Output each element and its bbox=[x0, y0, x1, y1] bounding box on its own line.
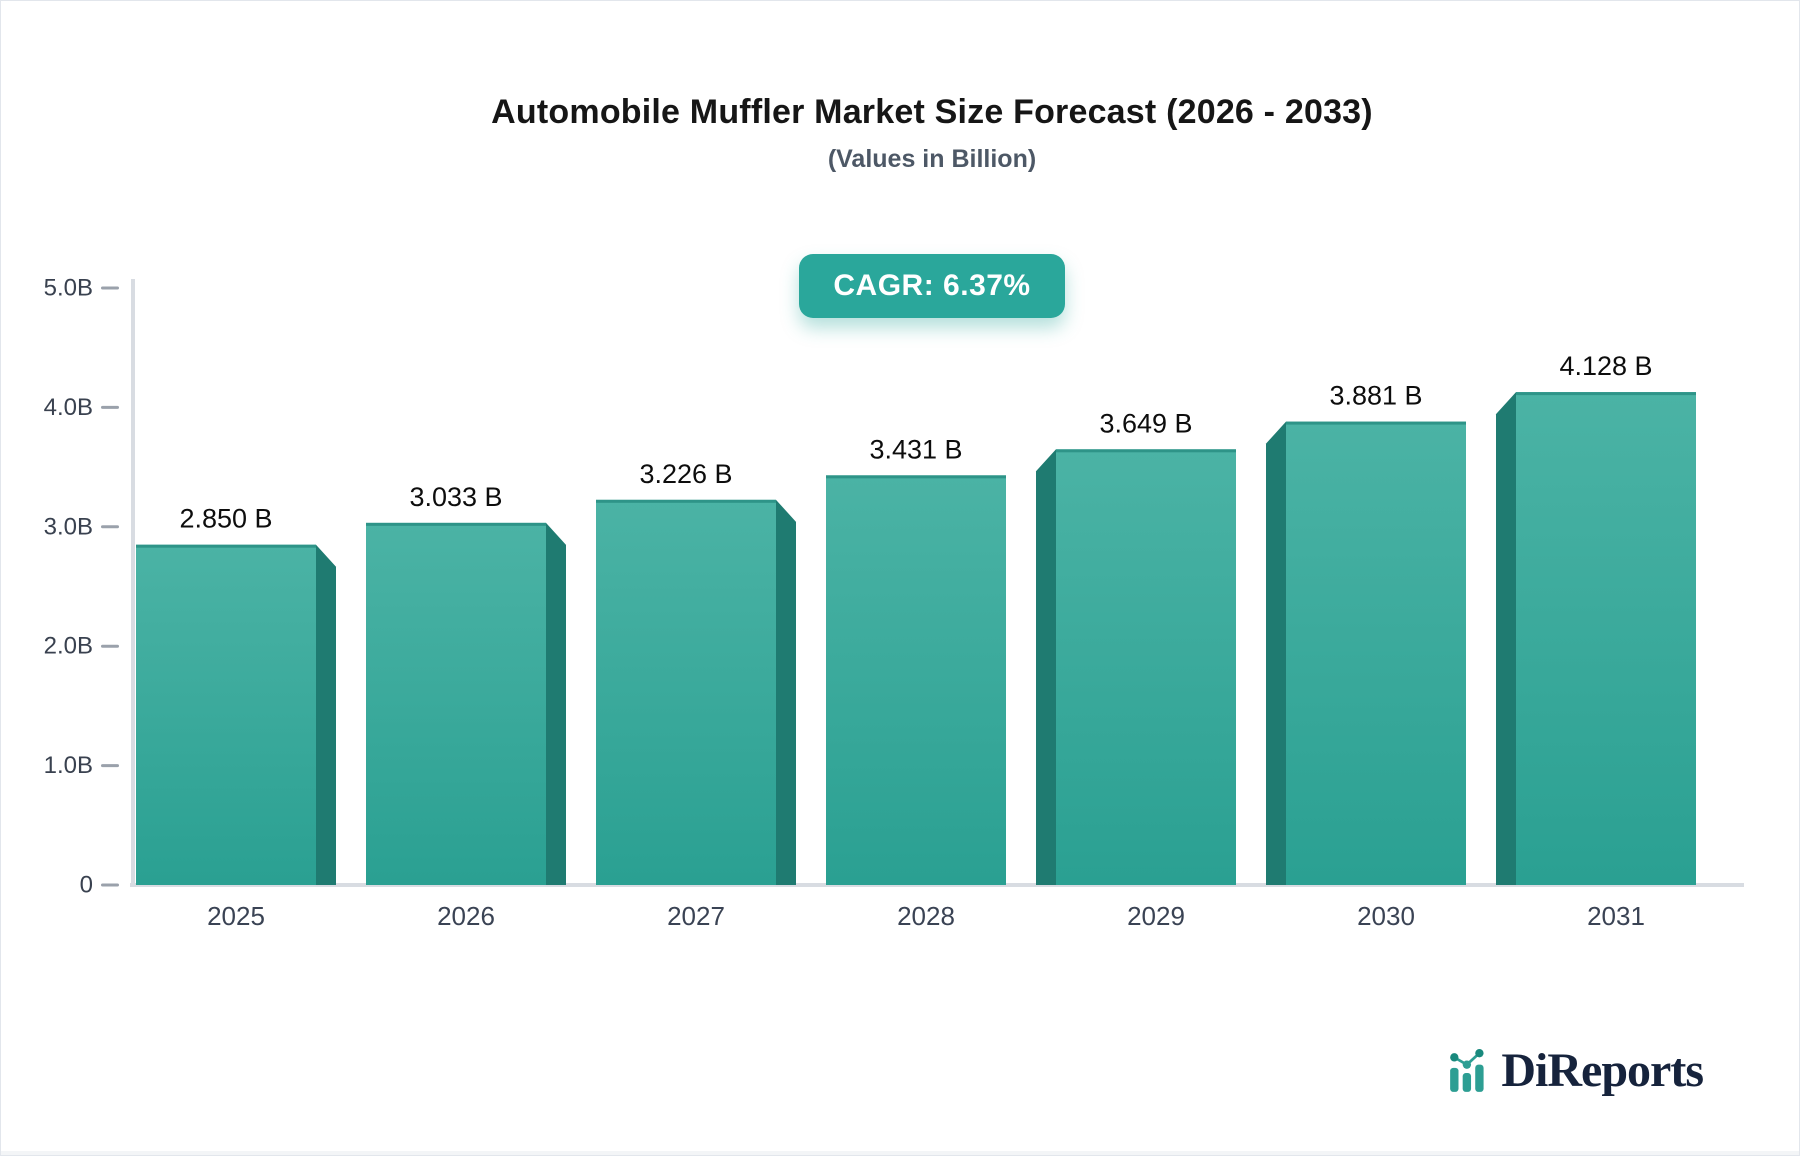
bar-side-face bbox=[1266, 421, 1286, 885]
x-axis-label: 2027 bbox=[667, 901, 725, 931]
y-tick-label: 0 bbox=[80, 872, 93, 899]
y-tick-mark bbox=[101, 525, 119, 529]
bar-front-face bbox=[1286, 421, 1466, 885]
chart-title: Automobile Muffler Market Size Forecast … bbox=[491, 93, 1373, 131]
cagr-badge: CAGR: 6.37% bbox=[799, 254, 1065, 318]
bar-top-edge bbox=[136, 544, 316, 548]
bar-top-edge bbox=[826, 475, 1006, 479]
bar-top-edge bbox=[596, 499, 776, 503]
y-tick-mark bbox=[101, 644, 119, 648]
bar-front-face bbox=[826, 475, 1006, 885]
bar-top-edge bbox=[1056, 449, 1236, 453]
bar-front-face bbox=[366, 522, 546, 885]
bar-value-label: 4.128 B bbox=[1559, 351, 1652, 381]
cagr-badge-wrap: CAGR: 6.37% bbox=[121, 254, 1743, 318]
x-axis-label: 2029 bbox=[1127, 901, 1185, 931]
y-tick-mark bbox=[101, 286, 119, 290]
y-tick-label: 3.0B bbox=[44, 513, 93, 540]
bar-value-label: 3.881 B bbox=[1329, 381, 1422, 411]
y-tick-label: 1.0B bbox=[44, 752, 93, 779]
y-tick-label: 4.0B bbox=[44, 394, 93, 421]
bar-front-face bbox=[1056, 449, 1236, 885]
direports-logo: DiReports bbox=[1447, 1044, 1704, 1097]
bar-side-face bbox=[1496, 392, 1516, 885]
x-axis-label: 2030 bbox=[1357, 901, 1415, 931]
logo-bar-chart-trend-icon bbox=[1450, 1049, 1484, 1092]
bar-front-face bbox=[136, 544, 316, 885]
bar-side-face bbox=[316, 544, 336, 885]
x-axis-label: 2026 bbox=[437, 901, 495, 931]
page-bottom-edge bbox=[1, 1151, 1799, 1155]
chart-header: Automobile Muffler Market Size Forecast … bbox=[121, 93, 1743, 174]
y-axis-line bbox=[131, 279, 135, 887]
y-tick-label: 2.0B bbox=[44, 633, 93, 660]
bar-top-edge bbox=[1286, 421, 1466, 425]
y-tick-mark bbox=[101, 405, 119, 409]
y-tick-mark bbox=[101, 883, 119, 887]
bar-value-label: 3.431 B bbox=[869, 434, 962, 464]
bar-top-edge bbox=[366, 522, 546, 526]
bar-value-label: 3.649 B bbox=[1099, 408, 1192, 438]
bar-value-label: 2.850 B bbox=[179, 504, 272, 534]
bar-side-face bbox=[1036, 449, 1056, 885]
x-axis-label: 2031 bbox=[1587, 901, 1645, 931]
y-tick-label: 5.0B bbox=[44, 275, 93, 302]
y-tick-mark bbox=[101, 764, 119, 768]
chart-subtitle: (Values in Billion) bbox=[827, 145, 1037, 173]
x-axis-label: 2025 bbox=[207, 901, 265, 931]
bar-value-label: 3.226 B bbox=[639, 459, 732, 489]
bar-value-label: 3.033 B bbox=[409, 482, 502, 512]
bar-side-face bbox=[546, 522, 566, 885]
bar-front-face bbox=[1516, 392, 1696, 885]
bar-top-edge bbox=[1516, 392, 1696, 396]
logo-text: DiReports bbox=[1501, 1044, 1704, 1097]
bar-side-face bbox=[776, 499, 796, 885]
bar-front-face bbox=[596, 499, 776, 885]
x-axis-label: 2028 bbox=[897, 901, 955, 931]
